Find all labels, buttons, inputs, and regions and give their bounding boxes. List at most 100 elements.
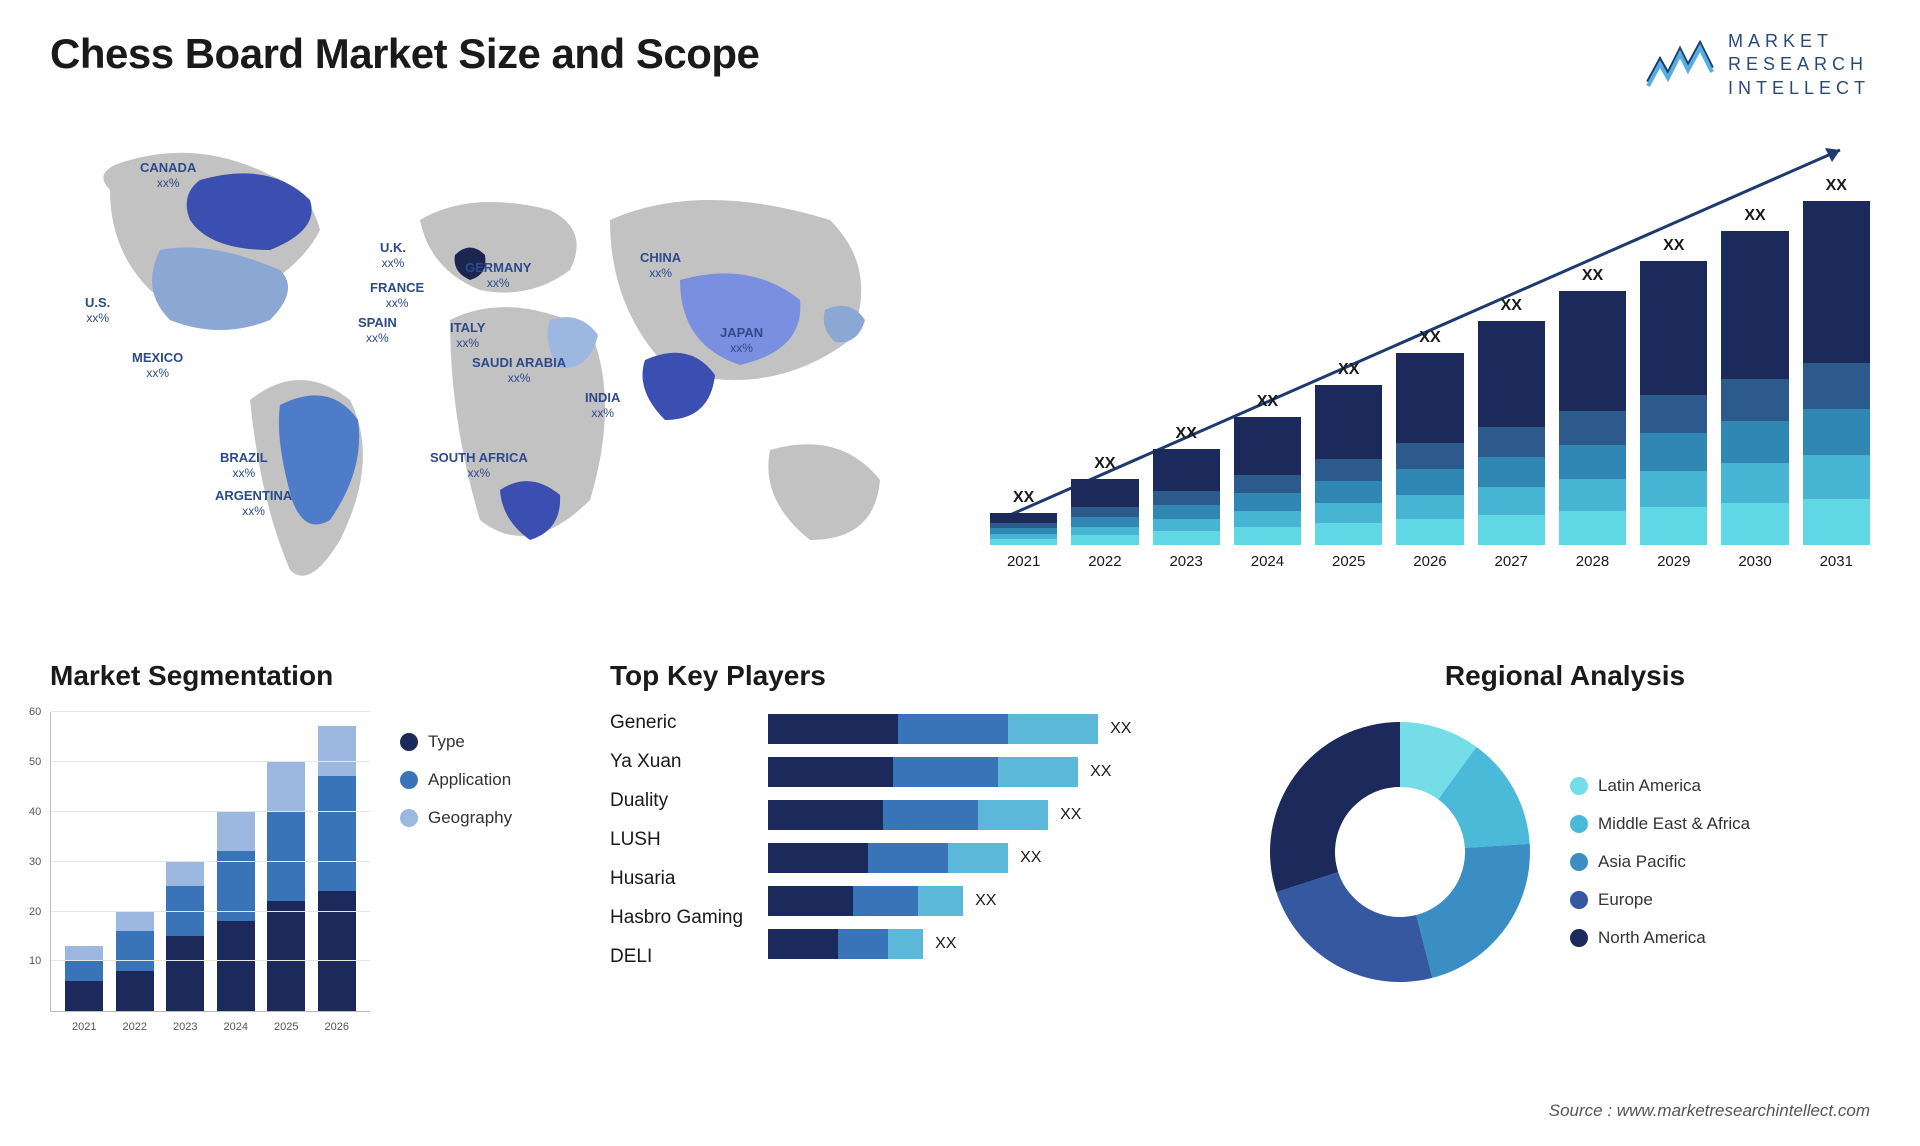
player-value: XX: [1020, 849, 1041, 867]
bar-group: XX 2029: [1640, 237, 1707, 570]
logo-line1: MARKET: [1728, 30, 1870, 53]
bar-segment: [1396, 443, 1463, 469]
legend-item: Latin America: [1570, 776, 1750, 796]
player-bar-segment: [998, 757, 1078, 787]
bar-segment: [1478, 515, 1545, 545]
bar-group: XX2023: [1153, 425, 1220, 570]
seg-bar-segment: [217, 921, 255, 1011]
map-label: MEXICOxx%: [132, 350, 183, 380]
world-map: CANADAxx%U.S.xx%MEXICOxx%BRAZILxx%ARGENT…: [50, 120, 950, 620]
bar-segment: [1721, 463, 1788, 503]
map-label: ARGENTINAxx%: [215, 488, 292, 518]
bar-segment: [1478, 457, 1545, 487]
bar-value-label: XX: [1663, 237, 1684, 255]
map-label: FRANCExx%: [370, 280, 424, 310]
bar-segment: [1071, 517, 1138, 527]
bar-segment: [1396, 519, 1463, 545]
bar-group: XX2030: [1721, 207, 1788, 570]
seg-bar-group: 2023: [166, 861, 204, 1011]
bar-year-label: 2022: [1088, 553, 1121, 570]
seg-bar-segment: [267, 901, 305, 1011]
seg-year-label: 2026: [325, 1021, 349, 1033]
legend-dot: [400, 809, 418, 827]
legend-dot: [1570, 777, 1588, 795]
bar-segment: [1396, 469, 1463, 495]
seg-bar-segment: [65, 946, 103, 961]
player-bar-segment: [838, 929, 888, 959]
bar-year-label: 2025: [1332, 553, 1365, 570]
bar-value-label: XX: [1582, 267, 1603, 285]
segmentation-panel: Market Segmentation 20212022202320242025…: [50, 660, 570, 1012]
y-tick: 60: [29, 706, 41, 718]
bar-group: XX 2028: [1559, 267, 1626, 570]
y-tick: 50: [29, 756, 41, 768]
donut-segment: [1276, 872, 1432, 982]
bar-segment: [1721, 421, 1788, 463]
bar-year-label: 2029: [1657, 553, 1690, 570]
map-label: GERMANYxx%: [465, 260, 531, 290]
player-name: Generic: [610, 712, 743, 734]
bar-year-label: 2028: [1576, 553, 1609, 570]
player-name: Husaria: [610, 868, 743, 890]
bar-segment: [1071, 527, 1138, 535]
player-bar-row: XX: [768, 929, 1220, 959]
player-bar-segment: [853, 886, 918, 916]
seg-bar-segment: [166, 936, 204, 1011]
map-label: SPAINxx%: [358, 315, 397, 345]
player-bar-row: XX: [768, 800, 1220, 830]
bar-segment: [1803, 363, 1870, 409]
map-label: CANADAxx%: [140, 160, 196, 190]
bar-segment: [1640, 261, 1707, 395]
bar-segment: [1640, 507, 1707, 545]
legend-dot: [1570, 815, 1588, 833]
seg-bar-group: 2026: [318, 726, 356, 1011]
bar-segment: [1315, 503, 1382, 523]
bar-segment: [1721, 503, 1788, 545]
map-label: JAPANxx%: [720, 325, 763, 355]
bar-segment: [1559, 445, 1626, 479]
key-players-title: Top Key Players: [610, 660, 1220, 692]
bar-value-label: XX: [1826, 177, 1847, 195]
player-bar-row: XX: [768, 714, 1220, 744]
legend-label: Type: [428, 732, 465, 752]
legend-dot: [1570, 853, 1588, 871]
map-label: BRAZILxx%: [220, 450, 268, 480]
bar-group: XX2024: [1234, 393, 1301, 570]
player-bar-segment: [768, 714, 898, 744]
seg-bar-segment: [267, 811, 305, 901]
regional-panel: Regional Analysis Latin AmericaMiddle Ea…: [1260, 660, 1870, 1012]
bar-value-label: XX: [1419, 329, 1440, 347]
player-bar-segment: [768, 843, 868, 873]
player-bar-row: XX: [768, 843, 1220, 873]
bar-value-label: XX: [1744, 207, 1765, 225]
bar-segment: [1803, 499, 1870, 545]
seg-bar-segment: [116, 911, 154, 931]
bar-group: XX2027: [1478, 297, 1545, 570]
bar-segment: [1396, 495, 1463, 519]
bar-segment: [1153, 519, 1220, 531]
bar-year-label: 2024: [1251, 553, 1284, 570]
player-name: Duality: [610, 790, 743, 812]
seg-bar-group: 2021: [65, 946, 103, 1011]
map-label: CHINAxx%: [640, 250, 681, 280]
source-attribution: Source : www.marketresearchintellect.com: [1549, 1101, 1870, 1121]
page-title: Chess Board Market Size and Scope: [50, 30, 759, 78]
legend-item: Application: [400, 770, 512, 790]
legend-item: Asia Pacific: [1570, 852, 1750, 872]
bar-value-label: XX: [1013, 489, 1034, 507]
player-bars-list: XXXXXXXXXXXX: [768, 712, 1220, 968]
seg-bar-segment: [116, 931, 154, 971]
legend-item: Middle East & Africa: [1570, 814, 1750, 834]
bar-segment: [1559, 511, 1626, 545]
bar-segment: [1559, 411, 1626, 445]
bar-segment: [1396, 353, 1463, 443]
logo-icon: [1646, 40, 1716, 90]
seg-year-label: 2021: [72, 1021, 96, 1033]
bar-segment: [1478, 427, 1545, 457]
legend-label: Middle East & Africa: [1598, 814, 1750, 834]
donut-segment: [1416, 844, 1530, 978]
y-tick: 40: [29, 806, 41, 818]
seg-bar-segment: [116, 971, 154, 1011]
bar-group: XX2021: [990, 489, 1057, 570]
bar-segment: [1071, 535, 1138, 545]
